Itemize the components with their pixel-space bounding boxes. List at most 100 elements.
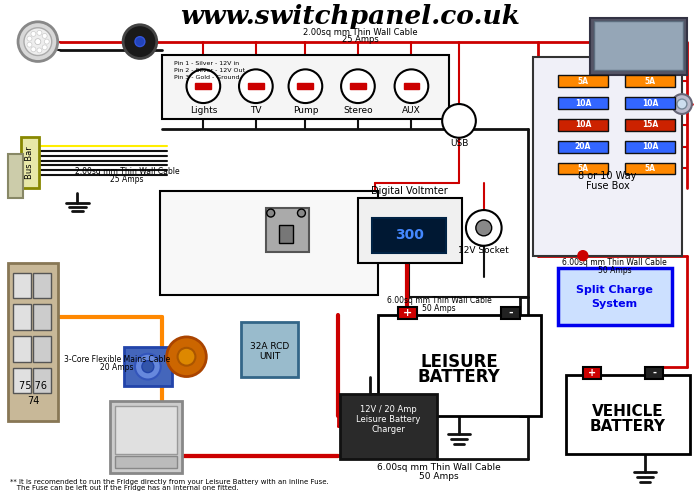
Text: Pin 3 - Gold - Ground: Pin 3 - Gold - Ground <box>174 75 239 80</box>
Text: Lights: Lights <box>190 107 217 115</box>
Text: Leisure Battery: Leisure Battery <box>356 415 421 424</box>
Text: 20A: 20A <box>575 142 591 151</box>
Circle shape <box>298 209 305 217</box>
Circle shape <box>288 69 322 103</box>
Circle shape <box>395 69 428 103</box>
Text: TV: TV <box>250 107 262 115</box>
Circle shape <box>466 210 502 246</box>
Bar <box>33 304 50 330</box>
Text: 15A: 15A <box>642 120 659 129</box>
Circle shape <box>476 220 491 236</box>
Circle shape <box>123 25 157 58</box>
Text: 12V / 20 Amp: 12V / 20 Amp <box>360 405 417 414</box>
Text: Pin 1 - Silver - 12V in: Pin 1 - Silver - 12V in <box>174 61 239 66</box>
Circle shape <box>672 94 692 114</box>
Bar <box>13 304 31 330</box>
Text: 5A: 5A <box>645 164 656 173</box>
Circle shape <box>31 31 36 36</box>
Bar <box>124 347 172 386</box>
Bar <box>403 83 419 89</box>
Bar <box>241 322 298 377</box>
Text: UNIT: UNIT <box>259 352 281 361</box>
Text: -: - <box>652 368 656 378</box>
Bar <box>340 394 438 459</box>
Text: LEISURE: LEISURE <box>420 353 498 371</box>
Bar <box>558 163 608 174</box>
Text: 10A: 10A <box>642 99 659 108</box>
Bar <box>558 141 608 153</box>
Text: 10A: 10A <box>575 120 591 129</box>
Circle shape <box>178 348 195 366</box>
Text: Stereo: Stereo <box>343 107 372 115</box>
Bar <box>33 273 50 298</box>
Text: 3-Core Flexible Mains Cable: 3-Core Flexible Mains Cable <box>64 355 170 364</box>
Circle shape <box>267 209 274 217</box>
Text: BATTERY: BATTERY <box>418 368 500 385</box>
Bar <box>626 75 675 87</box>
Circle shape <box>31 47 36 52</box>
Bar <box>594 21 683 70</box>
Bar <box>558 97 608 109</box>
Text: ** It is recomended to run the Fridge directly from your Leisure Battery with an: ** It is recomended to run the Fridge di… <box>10 479 329 485</box>
Circle shape <box>18 22 57 61</box>
Text: 12V Socket: 12V Socket <box>458 246 509 255</box>
Bar <box>116 406 176 454</box>
Circle shape <box>142 361 154 373</box>
Bar <box>558 268 672 325</box>
Text: The Fuse can be left out if the Fridge has an internal one fitted.: The Fuse can be left out if the Fridge h… <box>10 485 239 491</box>
Circle shape <box>135 37 145 47</box>
Text: 2.00sq mm Thin Wall Cable: 2.00sq mm Thin Wall Cable <box>302 28 417 37</box>
Bar <box>398 307 417 319</box>
Text: 6.00sq mm Thin Wall Cable: 6.00sq mm Thin Wall Cable <box>387 296 491 305</box>
Circle shape <box>44 39 49 44</box>
Bar <box>626 97 675 109</box>
Text: 5A: 5A <box>578 164 589 173</box>
Circle shape <box>42 33 47 38</box>
Text: Charger: Charger <box>372 425 405 434</box>
Text: 8 or 10 Way: 8 or 10 Way <box>578 171 637 181</box>
Text: 5A: 5A <box>578 77 589 86</box>
Bar <box>33 368 50 393</box>
Circle shape <box>37 48 42 53</box>
Bar <box>13 368 31 393</box>
Circle shape <box>42 45 47 50</box>
Bar <box>645 367 663 379</box>
Text: 75 76: 75 76 <box>19 382 47 391</box>
Bar <box>558 119 608 131</box>
Text: Digital Voltmter: Digital Voltmter <box>371 186 448 196</box>
Text: Pin 2 - Silver - 12V Out: Pin 2 - Silver - 12V Out <box>174 68 244 73</box>
Circle shape <box>37 30 42 35</box>
Bar <box>8 263 57 421</box>
Bar <box>558 75 608 87</box>
Bar <box>266 208 309 252</box>
Bar <box>372 218 446 253</box>
Text: 300: 300 <box>395 228 424 242</box>
Circle shape <box>677 99 687 109</box>
Text: 50 Amps: 50 Amps <box>419 472 459 481</box>
Bar <box>110 401 181 473</box>
Text: 50 Amps: 50 Amps <box>598 266 631 275</box>
Text: -: - <box>508 308 513 318</box>
Circle shape <box>578 251 588 261</box>
Circle shape <box>24 28 52 55</box>
Text: System: System <box>592 299 638 309</box>
Text: USB: USB <box>450 139 468 148</box>
Bar <box>116 456 176 468</box>
Text: 50 Amps: 50 Amps <box>422 303 456 313</box>
Bar <box>162 55 449 119</box>
Bar <box>378 315 541 416</box>
Circle shape <box>27 42 32 47</box>
Bar <box>594 21 683 70</box>
Circle shape <box>186 69 220 103</box>
Bar <box>500 307 520 319</box>
Bar <box>626 141 675 153</box>
Bar <box>590 18 687 75</box>
Text: 2.00sq mm Thin Wall Cable: 2.00sq mm Thin Wall Cable <box>75 167 179 176</box>
Text: 25 Amps: 25 Amps <box>342 35 378 44</box>
Bar <box>195 83 211 89</box>
Bar <box>626 119 675 131</box>
Circle shape <box>442 104 476 138</box>
Text: 20 Amps: 20 Amps <box>100 363 134 372</box>
Bar <box>350 83 366 89</box>
Bar <box>8 154 23 198</box>
